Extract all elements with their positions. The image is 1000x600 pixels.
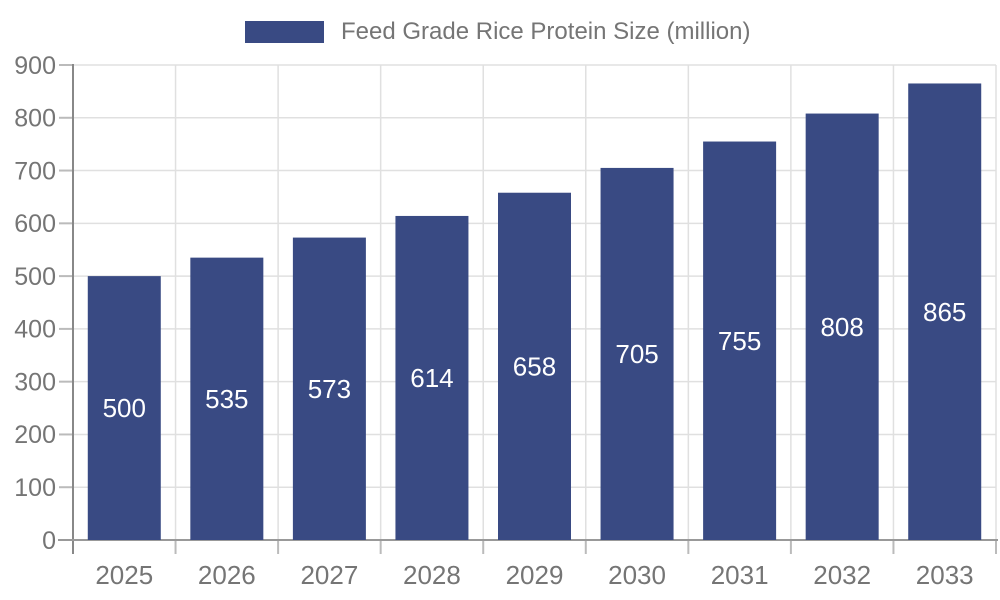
legend[interactable]: Feed Grade Rice Protein Size (million) — [245, 19, 751, 45]
y-axis-label: 0 — [42, 527, 56, 555]
y-axis-label: 500 — [14, 263, 56, 291]
y-axis-label: 200 — [14, 421, 56, 449]
bar-value-label: 705 — [615, 339, 658, 369]
y-axis-label: 700 — [14, 157, 56, 185]
legend-swatch[interactable] — [245, 21, 324, 43]
bar-value-label: 614 — [410, 363, 453, 393]
legend-label[interactable]: Feed Grade Rice Protein Size (million) — [341, 18, 751, 45]
bar-value-label: 535 — [205, 384, 248, 414]
bar-2033 — [908, 83, 982, 540]
bar-2027 — [292, 237, 366, 541]
bar-value-label: 755 — [718, 326, 761, 356]
bar-value-label: 500 — [103, 393, 146, 423]
x-axis-label: 2027 — [300, 560, 358, 590]
bar-2026 — [190, 257, 264, 540]
bar-2025 — [87, 276, 161, 540]
y-axis-label: 900 — [14, 52, 56, 80]
y-axis-label: 600 — [14, 210, 56, 238]
y-axis-label: 400 — [14, 316, 56, 344]
x-axis-label: 2026 — [198, 560, 256, 590]
y-axis-label: 300 — [14, 368, 56, 396]
x-axis-label: 2033 — [916, 560, 974, 590]
x-axis-label: 2032 — [813, 560, 871, 590]
x-axis-label: 2029 — [506, 560, 564, 590]
bar-value-label: 658 — [513, 351, 556, 381]
bar-2030 — [600, 167, 674, 540]
bar-2029 — [498, 192, 571, 540]
bar-2031 — [703, 141, 777, 540]
y-axis-label: 100 — [14, 474, 56, 502]
bar-2032 — [805, 113, 879, 541]
x-axis-label: 2031 — [711, 560, 769, 590]
bar-value-label: 808 — [820, 312, 863, 342]
bar-value-label: 865 — [923, 297, 966, 327]
bar-2028 — [395, 215, 469, 540]
x-axis-label: 2028 — [403, 560, 461, 590]
x-axis-label: 2025 — [95, 560, 153, 590]
bar-value-label: 573 — [308, 374, 351, 404]
y-axis-label: 800 — [14, 105, 56, 133]
x-axis-label: 2030 — [608, 560, 666, 590]
